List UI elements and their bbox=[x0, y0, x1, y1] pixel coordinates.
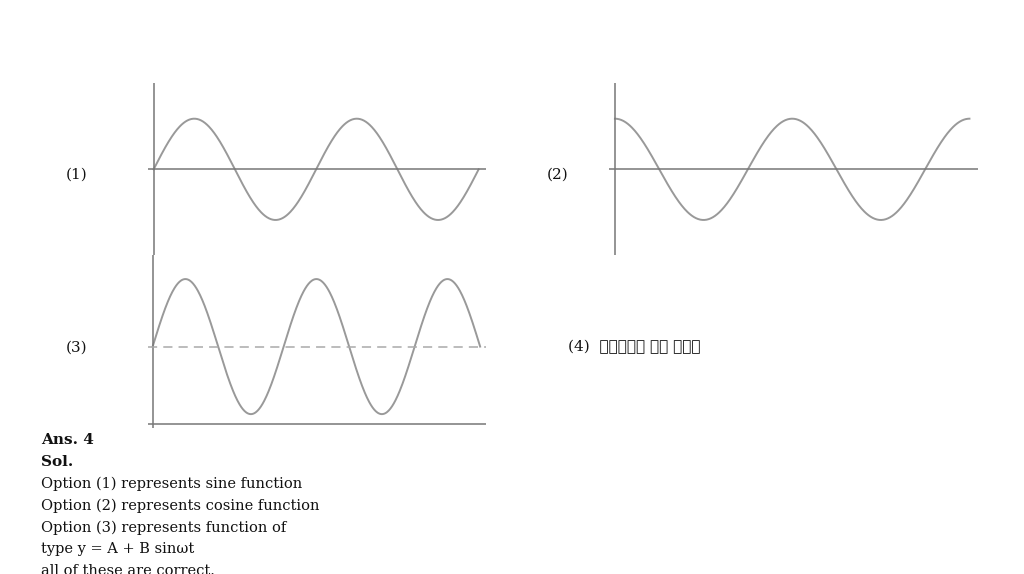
Text: Ans. 4: Ans. 4 bbox=[41, 433, 94, 447]
Text: Sol.: Sol. bbox=[41, 455, 73, 469]
Text: type y = A + B sinωt: type y = A + B sinωt bbox=[41, 542, 195, 556]
Text: Option (1) represents sine function: Option (1) represents sine function bbox=[41, 477, 302, 491]
Text: (1): (1) bbox=[66, 168, 88, 182]
Text: Option (2) represents cosine function: Option (2) represents cosine function bbox=[41, 499, 319, 513]
Text: (3): (3) bbox=[66, 340, 88, 354]
Text: Option (3) represents function of: Option (3) represents function of bbox=[41, 521, 287, 535]
Text: (4)  इनमें से सभी: (4) इनमें से सभी bbox=[568, 340, 700, 354]
Text: all of these are correct.: all of these are correct. bbox=[41, 564, 215, 574]
Text: (2): (2) bbox=[547, 168, 569, 182]
